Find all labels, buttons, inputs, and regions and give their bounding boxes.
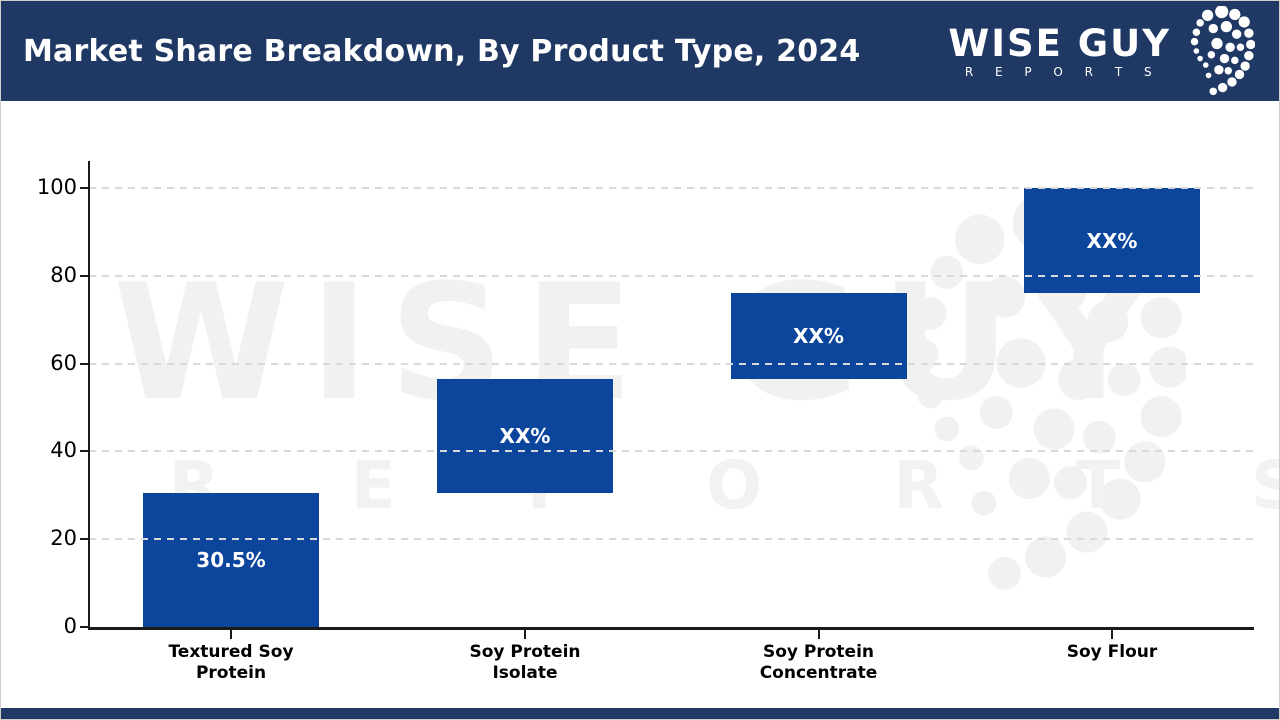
y-tick-mark (80, 538, 88, 541)
x-category-label: Soy Protein Concentrate (759, 642, 878, 683)
footer-bar (1, 708, 1279, 719)
brand-logo-text: WISE GUY R E P O R T S (948, 21, 1171, 79)
brand-logo-primary: WISE GUY (948, 21, 1171, 65)
x-tick-mark (230, 630, 232, 639)
gridline (89, 538, 1254, 541)
watermark-text-primary: WISE GUY (113, 249, 1167, 436)
y-tick-label: 100 (36, 175, 77, 200)
y-tick-label: 60 (50, 350, 77, 375)
brand-logo: WISE GUY R E P O R T S (948, 6, 1255, 96)
watermark-text-secondary: R E P O R T S (169, 447, 1280, 524)
brand-logo-secondary: R E P O R T S (964, 64, 1161, 79)
y-tick-mark (80, 274, 88, 277)
gridline (89, 274, 1254, 277)
header-bar: Market Share Breakdown, By Product Type,… (1, 1, 1279, 101)
gridline (89, 187, 1254, 190)
bar-value-label: XX% (499, 424, 551, 449)
bar-segment: XX% (730, 293, 907, 379)
y-tick-mark (80, 187, 88, 190)
y-tick-label: 20 (50, 526, 77, 551)
bar-segment: 30.5% (143, 493, 319, 627)
x-category-label: Textured Soy Protein (168, 642, 294, 683)
page-title: Market Share Breakdown, By Product Type,… (23, 33, 861, 69)
y-tick-mark (80, 626, 88, 628)
bar-value-label: XX% (1086, 228, 1138, 253)
x-axis-spine (88, 627, 1254, 630)
x-tick-mark (524, 630, 526, 639)
y-tick-label: 0 (63, 614, 77, 638)
y-tick-mark (80, 362, 88, 365)
y-axis-spine (88, 161, 90, 629)
gridline (89, 362, 1254, 365)
bar-segment: XX% (437, 378, 613, 494)
y-tick-label: 40 (50, 438, 77, 463)
x-tick-mark (817, 630, 820, 639)
bar-value-label: 30.5% (196, 548, 266, 573)
y-tick-mark (80, 450, 88, 453)
dotted-head-icon (1190, 6, 1255, 96)
x-category-label: Soy Flour (1066, 642, 1158, 662)
bar-segment: XX% (1024, 188, 1200, 294)
bar-value-label: XX% (793, 324, 844, 349)
y-tick-label: 80 (50, 262, 77, 287)
x-tick-mark (1111, 630, 1113, 639)
gridline (89, 450, 1254, 453)
x-category-label: Soy Protein Isolate (469, 642, 581, 683)
